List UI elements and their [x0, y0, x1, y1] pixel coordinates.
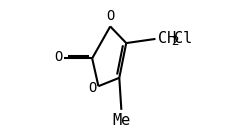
Text: O: O [88, 81, 96, 95]
Text: Me: Me [112, 113, 130, 128]
Text: 2: 2 [171, 35, 178, 48]
Text: O: O [106, 9, 114, 23]
Text: CH: CH [158, 31, 176, 46]
Text: Cl: Cl [174, 31, 192, 46]
Text: O: O [54, 50, 62, 64]
